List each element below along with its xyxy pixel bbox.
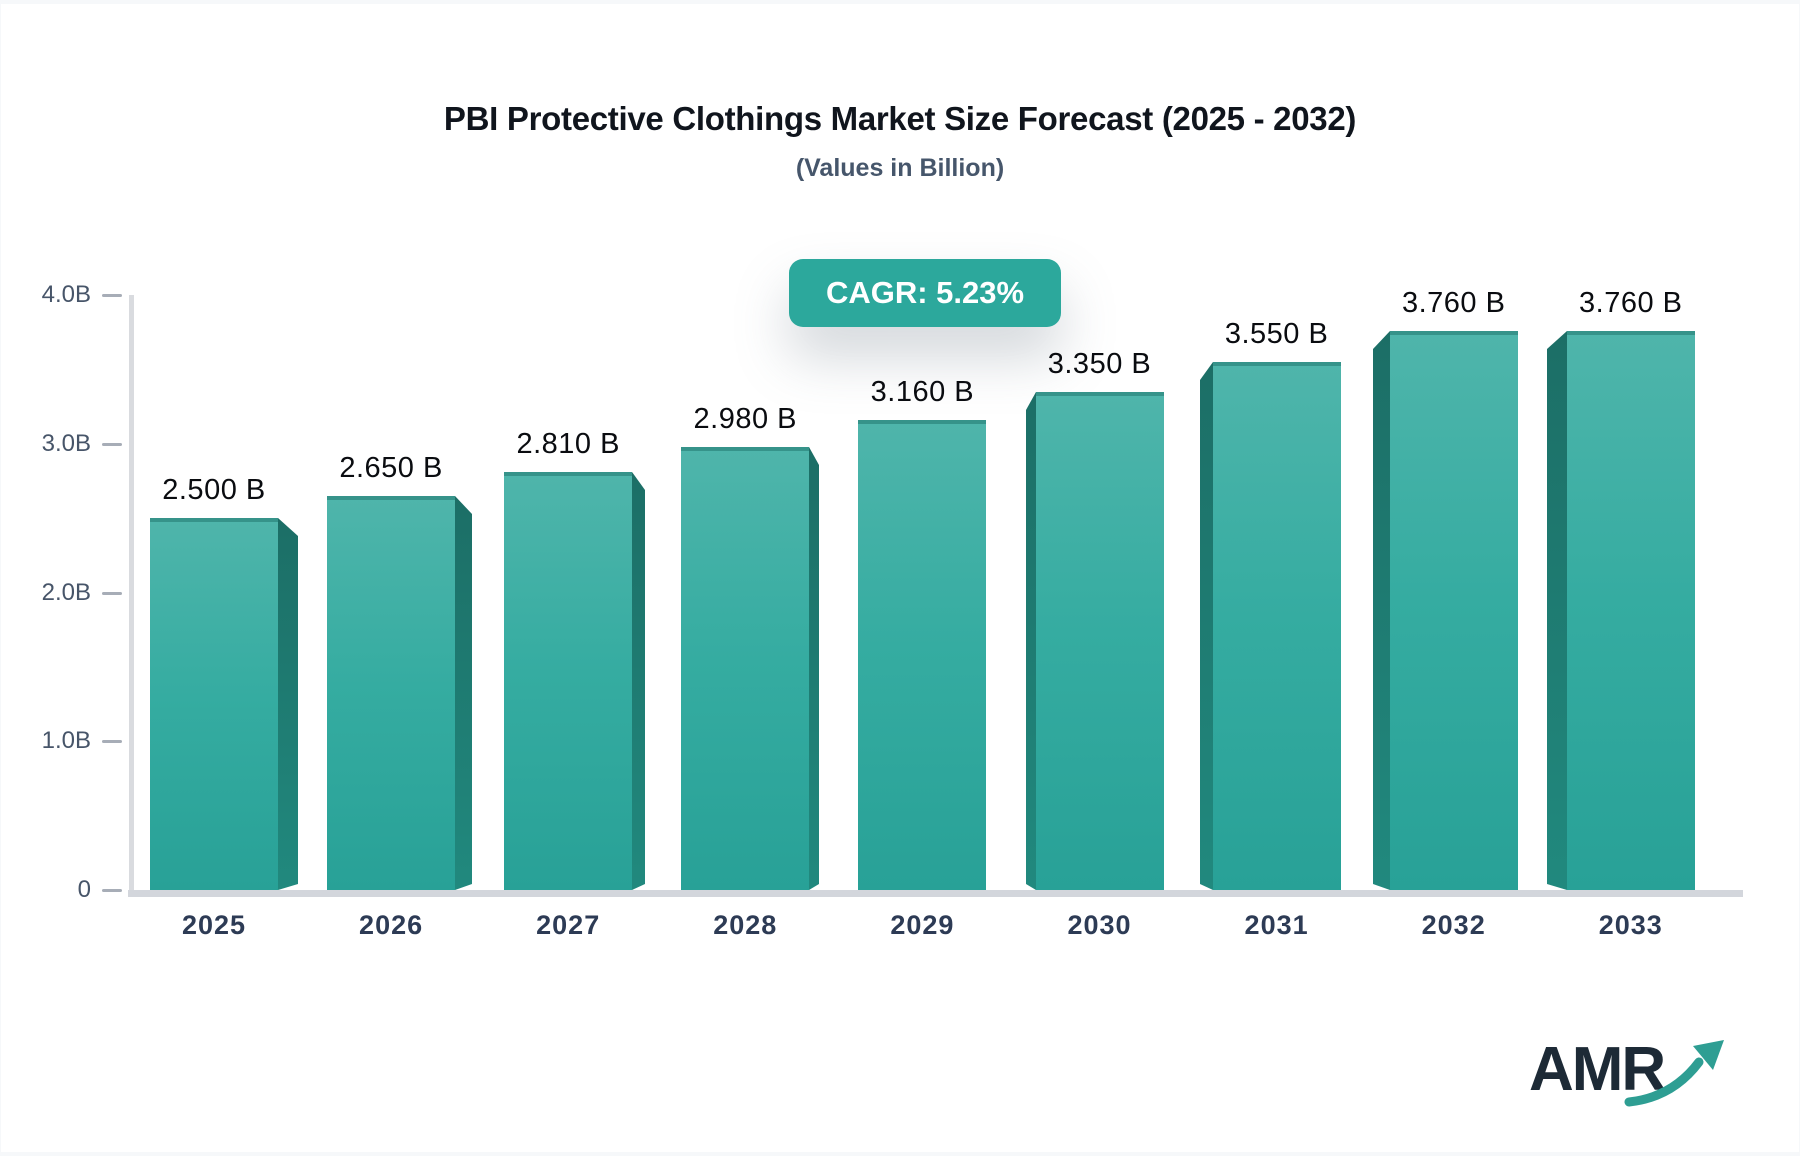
y-axis-tick-label: 1.0B: [41, 727, 91, 755]
y-axis-tick-mark: [102, 889, 122, 892]
chart-card: PBI Protective Clothings Market Size For…: [1, 4, 1799, 1152]
y-axis-line: [129, 295, 134, 890]
x-axis-label-2025: 2025: [181, 910, 247, 940]
bar-value-label: 2.980 B: [693, 403, 798, 435]
bar-chart-plot-area: 0 1.0B 2.0B 3.0B 4.0B 2.500 B 2025 2.650 B 2026 2…: [1, 4, 1799, 1152]
bar-2031: [1213, 362, 1341, 890]
bar-value-label: 2.650 B: [339, 452, 443, 484]
y-axis-tick-mark: [102, 294, 122, 297]
y-axis-tick-label: 0: [77, 876, 91, 903]
bar-value-label: 3.760 B: [1579, 287, 1683, 319]
bar-side-face: [455, 496, 472, 890]
bar-side-face: [809, 447, 819, 890]
bar-value-label: 2.500 B: [162, 474, 266, 506]
trend-up-arrow-icon: [1623, 1036, 1733, 1117]
bar-2029: [858, 420, 986, 890]
y-axis-tick-label: 3.0B: [41, 429, 91, 457]
x-axis-label-2028: 2028: [713, 910, 778, 940]
bar-side-face: [278, 518, 298, 890]
bar-side-face: [1373, 331, 1390, 890]
bar-side-face: [632, 472, 645, 890]
bar-2030: [1036, 392, 1164, 890]
x-axis-label-2026: 2026: [359, 910, 424, 940]
chart-subtitle: (Values in Billion): [795, 154, 1005, 182]
bar-side-face: [1026, 392, 1036, 890]
bar-value-label: 3.350 B: [1047, 348, 1152, 380]
x-axis-label-2032: 2032: [1421, 910, 1486, 940]
bar-value-label: 3.760 B: [1401, 287, 1506, 319]
bar-value-label: 3.160 B: [870, 376, 975, 408]
x-axis-label-2033: 2033: [1598, 910, 1663, 940]
bar-2032: [1390, 331, 1518, 890]
chart-title: PBI Protective Clothings Market Size For…: [443, 100, 1357, 137]
bar-value-label: 3.550 B: [1224, 318, 1329, 350]
bar-side-face: [1200, 362, 1213, 890]
bar-2025: [150, 518, 278, 890]
bar-2028: [681, 447, 809, 890]
x-axis-label-2027: 2027: [536, 910, 601, 940]
bar-2033: [1567, 331, 1695, 890]
x-axis-label-2029: 2029: [890, 910, 955, 940]
bar-side-face: [1547, 331, 1567, 890]
bar-2027: [504, 472, 632, 890]
x-axis-label-2030: 2030: [1067, 910, 1132, 940]
x-axis-label-2031: 2031: [1244, 910, 1309, 940]
y-axis-tick-mark: [102, 591, 122, 595]
y-axis-tick-mark: [102, 442, 122, 446]
amr-logo-text: AMR: [1529, 1035, 1666, 1104]
bar-value-label: 2.810 B: [516, 428, 620, 460]
amr-logo: AMR: [1529, 1034, 1724, 1114]
y-axis-tick-label: 4.0B: [41, 281, 91, 308]
y-axis-tick-label: 2.0B: [41, 578, 91, 606]
x-axis-baseline: [128, 890, 1743, 897]
cagr-badge: CAGR: 5.23%: [789, 259, 1061, 327]
y-axis-tick-mark: [102, 740, 122, 744]
bar-2026: [327, 496, 455, 890]
